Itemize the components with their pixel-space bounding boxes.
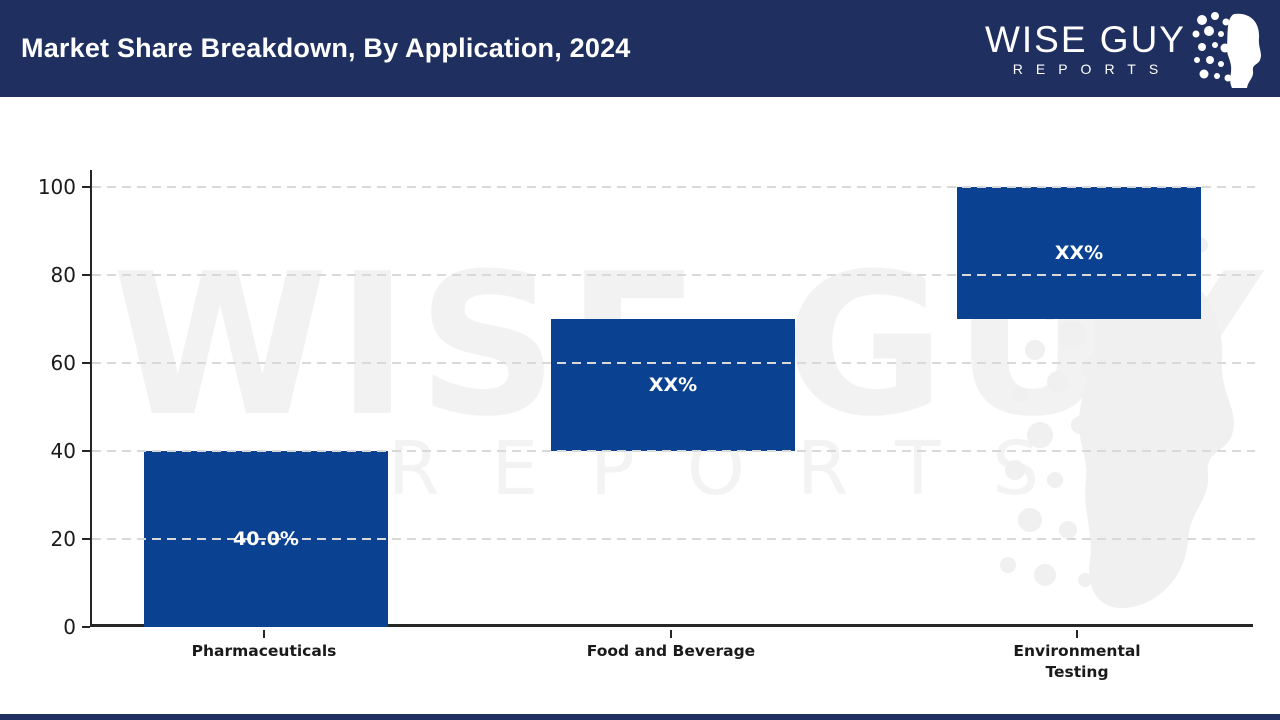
logo-name-text: WISE GUY [984, 19, 1186, 61]
y-tick-label: 20 [50, 527, 76, 551]
y-tick-label: 80 [50, 263, 76, 287]
y-tick-mark [82, 274, 90, 276]
y-tick-mark [82, 186, 90, 188]
y-tick-mark [82, 450, 90, 452]
x-category-label: Environmental Testing [1013, 642, 1141, 681]
y-tick-mark [82, 626, 90, 628]
plot-area: 40.0% XX% XX% [90, 170, 1255, 627]
bar-value-label: 40.0% [233, 528, 299, 550]
wise-guy-reports-logo: WISE GUY REPORTS [985, 8, 1262, 90]
bar-environmental-testing [957, 187, 1201, 319]
y-tick-mark [82, 538, 90, 540]
footer-bar [0, 714, 1280, 720]
y-tick-label: 40 [50, 439, 76, 463]
gridline-100 [92, 186, 1255, 188]
x-tick-mark [1076, 630, 1078, 638]
y-tick-label: 60 [50, 351, 76, 375]
bar-value-label: XX% [1054, 242, 1104, 264]
bar-food-and-beverage [551, 319, 795, 451]
y-tick-mark [82, 362, 90, 364]
x-tick-mark [263, 630, 265, 638]
gridline-60 [92, 362, 1255, 364]
x-category-label: Food and Beverage [586, 642, 756, 660]
gridline-20 [92, 538, 1255, 540]
gridline-40 [92, 450, 1255, 452]
y-tick-label: 0 [63, 615, 76, 639]
page-title: Market Share Breakdown, By Application, … [21, 33, 631, 63]
y-tick-label: 100 [37, 175, 76, 199]
x-tick-mark [670, 630, 672, 638]
logo-face-icon [1192, 12, 1261, 88]
x-category-label: Pharmaceuticals [191, 642, 337, 660]
gridline-80 [92, 274, 1255, 276]
header-bar: Market Share Breakdown, By Application, … [0, 0, 1280, 97]
logo-sub-text: REPORTS [1012, 60, 1172, 77]
bar-value-label: XX% [648, 374, 698, 396]
